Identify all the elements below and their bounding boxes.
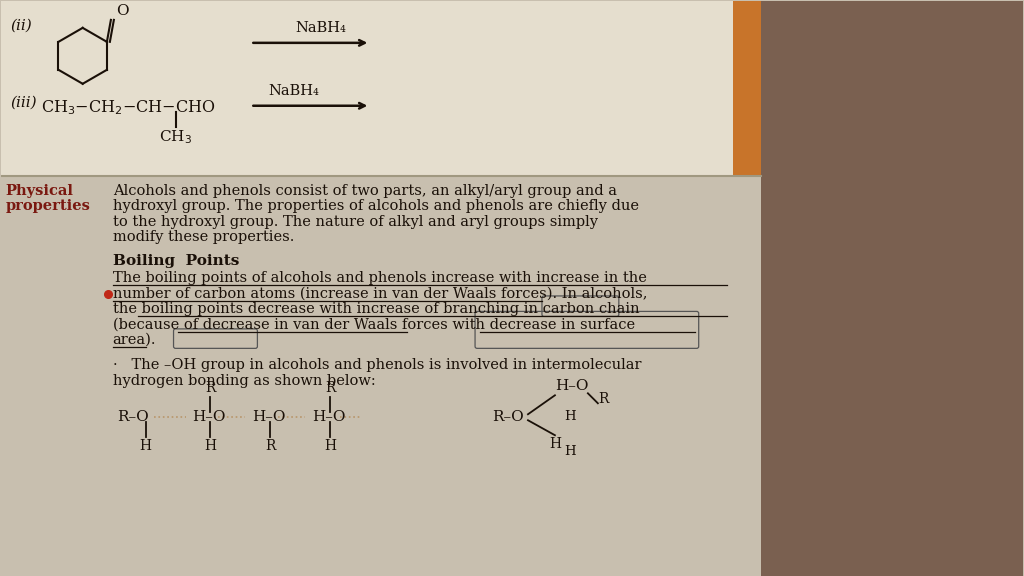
Text: area).: area). (113, 333, 156, 347)
Text: to the hydroxyl group. The nature of alkyl and aryl groups simply: to the hydroxyl group. The nature of alk… (113, 215, 598, 229)
Text: properties: properties (6, 199, 91, 213)
Text: H: H (564, 410, 575, 423)
Text: Alcohols and phenols consist of two parts, an alkyl/aryl group and a: Alcohols and phenols consist of two part… (113, 184, 616, 198)
Text: H: H (564, 445, 575, 458)
Text: the boiling points decrease with increase of branching in carbon chain: the boiling points decrease with increas… (113, 302, 639, 316)
Text: R: R (325, 381, 336, 395)
Text: O: O (116, 4, 128, 18)
FancyBboxPatch shape (732, 1, 761, 176)
Text: R–O: R–O (118, 410, 150, 425)
Text: H: H (205, 439, 216, 453)
Text: Boiling  Points: Boiling Points (113, 253, 239, 267)
Text: modify these properties.: modify these properties. (113, 230, 294, 244)
Text: CH$_3$: CH$_3$ (159, 128, 193, 146)
Text: (ii): (ii) (11, 19, 33, 33)
Text: H–O: H–O (555, 379, 589, 393)
Text: (because of decrease in van der Waals forces with decrease in surface: (because of decrease in van der Waals fo… (113, 317, 635, 331)
Text: H: H (139, 439, 152, 453)
Text: hydroxyl group. The properties of alcohols and phenols are chiefly due: hydroxyl group. The properties of alcoho… (113, 199, 639, 213)
Text: R–O: R–O (492, 410, 524, 425)
Text: NaBH₄: NaBH₄ (295, 21, 346, 35)
Text: (iii): (iii) (11, 96, 38, 110)
Text: R: R (598, 392, 608, 406)
FancyBboxPatch shape (761, 1, 1023, 576)
Text: ·   The –OH group in alcohols and phenols is involved in intermolecular: · The –OH group in alcohols and phenols … (113, 358, 641, 372)
Text: H: H (549, 437, 561, 451)
Text: The boiling points of alcohols and phenols increase with increase in the: The boiling points of alcohols and pheno… (113, 271, 646, 285)
Text: H–O: H–O (252, 410, 286, 425)
Text: R: R (265, 439, 275, 453)
Text: H–O: H–O (193, 410, 226, 425)
Text: Physical: Physical (6, 184, 74, 198)
Text: H–O: H–O (312, 410, 346, 425)
Text: NaBH₄: NaBH₄ (268, 84, 319, 98)
Text: R: R (205, 381, 216, 395)
FancyBboxPatch shape (1, 1, 734, 176)
Text: H: H (325, 439, 336, 453)
FancyBboxPatch shape (1, 176, 761, 576)
Text: hydrogen bonding as shown below:: hydrogen bonding as shown below: (113, 374, 376, 388)
Text: CH$_3$$-$CH$_2$$-$CH$-$CHO: CH$_3$$-$CH$_2$$-$CH$-$CHO (41, 98, 215, 118)
Text: number of carbon atoms (increase in van der Waals forces). In alcohols,: number of carbon atoms (increase in van … (113, 286, 647, 301)
